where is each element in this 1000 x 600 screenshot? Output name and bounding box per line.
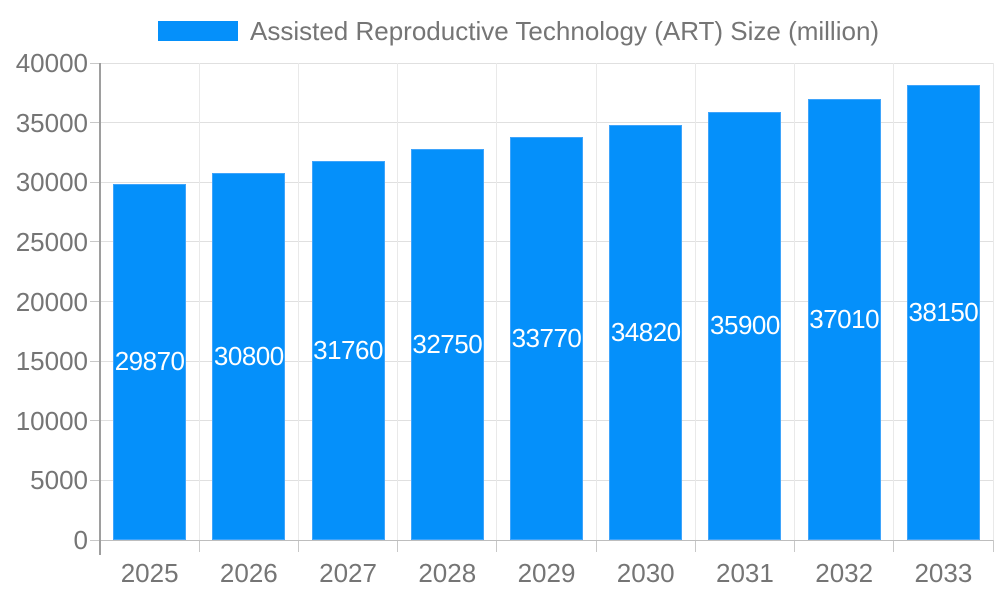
bar-2025[interactable]: 29870 [113, 183, 187, 540]
x-axis-category-label: 2031 [716, 558, 774, 588]
bar-value-label: 37010 [809, 303, 880, 334]
bar-value-label: 30800 [213, 340, 284, 371]
bar-value-label: 32750 [412, 329, 483, 360]
bar-2028[interactable]: 32750 [410, 149, 484, 540]
x-axis-tick [893, 540, 895, 552]
x-axis-category-label: 2030 [616, 558, 675, 588]
y-axis-line [99, 63, 101, 555]
bar-2026[interactable]: 30800 [212, 172, 286, 540]
bar-2027[interactable]: 31760 [311, 161, 385, 540]
bar-2031[interactable]: 35900 [708, 111, 782, 540]
x-gridline [595, 63, 597, 540]
x-axis-category-label: 2032 [815, 558, 874, 588]
y-axis-tick [90, 420, 100, 422]
bar-value-label: 31760 [313, 335, 383, 366]
x-axis-category-label: 2026 [219, 558, 278, 588]
x-axis-tick [992, 540, 994, 552]
x-axis-category-label: 2025 [120, 558, 179, 588]
x-axis-tick [595, 540, 597, 552]
bar-value-label: 29870 [114, 346, 185, 377]
bar-value-label: 38150 [908, 297, 979, 328]
y-axis-tick-label: 10000 [15, 405, 88, 436]
x-gridline [297, 63, 299, 540]
x-axis-line [100, 539, 993, 541]
y-axis-tick-label: 35000 [15, 107, 88, 138]
y-axis-tick [90, 301, 100, 302]
y-axis-tick-label: 25000 [15, 226, 88, 257]
bar-2029[interactable]: 33770 [510, 137, 583, 540]
y-axis-tick-label: 0 [73, 525, 88, 555]
y-axis-tick-label: 15000 [15, 346, 88, 377]
x-gridline [794, 63, 796, 540]
y-axis-tick [90, 62, 100, 64]
bar-2030[interactable]: 34820 [609, 124, 683, 540]
x-gridline [893, 63, 895, 540]
y-axis-tick-label: 40000 [15, 48, 88, 78]
bar-2033[interactable]: 38150 [906, 85, 980, 540]
y-axis-tick-label: 30000 [15, 167, 88, 198]
bar-value-label: 35900 [710, 310, 780, 341]
x-axis-category-label: 2027 [319, 558, 377, 588]
legend-label: Assisted Reproductive Technology (ART) S… [250, 16, 880, 46]
legend-swatch-icon [158, 21, 238, 41]
y-axis-tick [90, 241, 100, 243]
x-axis-tick [694, 540, 696, 552]
x-gridline [397, 63, 399, 540]
y-axis-tick [90, 181, 100, 183]
x-axis-category-label: 2028 [418, 558, 477, 588]
x-axis-tick [198, 540, 200, 552]
x-gridline [694, 63, 696, 540]
y-axis-tick [90, 479, 100, 481]
x-gridline [496, 63, 498, 540]
y-gridline [100, 62, 993, 64]
bar-2032[interactable]: 37010 [807, 98, 881, 540]
legend-item[interactable]: Assisted Reproductive Technology (ART) S… [158, 16, 880, 46]
x-axis-tick [297, 540, 299, 552]
x-axis-category-label: 2033 [914, 558, 973, 588]
x-axis-tick [397, 540, 399, 552]
x-gridline [198, 63, 200, 540]
x-axis-tick [496, 540, 498, 552]
bar-value-label: 33770 [511, 323, 582, 354]
y-axis-tick-label: 5000 [30, 465, 88, 496]
y-axis-tick-label: 20000 [15, 286, 88, 317]
y-axis-tick [90, 360, 100, 362]
y-axis-tick [90, 122, 100, 124]
y-axis-tick [90, 539, 100, 541]
x-axis-category-label: 2029 [517, 558, 576, 588]
x-axis-tick [794, 540, 796, 552]
x-gridline [992, 63, 994, 540]
bar-value-label: 34820 [610, 316, 681, 347]
y-gridline [100, 122, 993, 124]
